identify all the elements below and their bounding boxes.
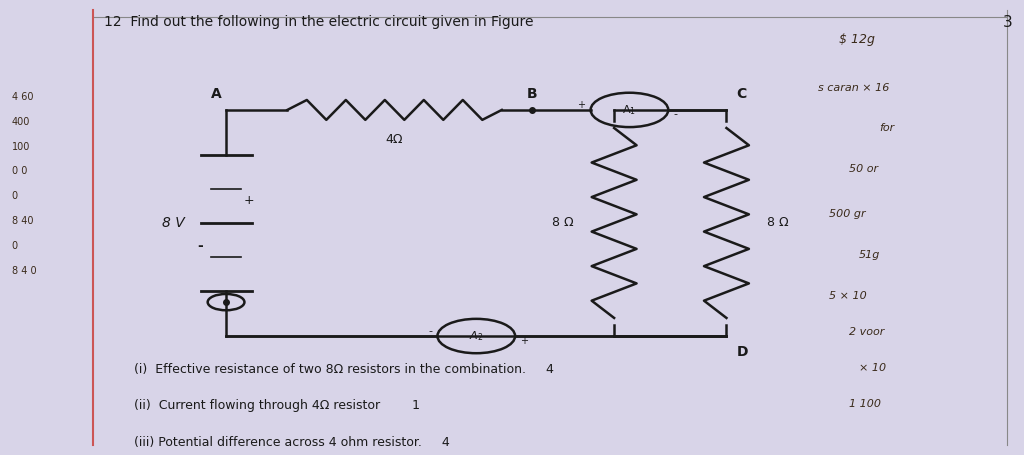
Text: 2 voor: 2 voor <box>849 327 885 337</box>
Text: 400: 400 <box>11 116 30 126</box>
Text: A: A <box>211 87 221 101</box>
Text: -: - <box>674 110 677 120</box>
Text: 12  Find out the following in the electric circuit given in Figure: 12 Find out the following in the electri… <box>103 15 534 29</box>
Text: 5 × 10: 5 × 10 <box>828 291 866 301</box>
Text: 8 40: 8 40 <box>11 216 33 226</box>
Text: 8 4 0: 8 4 0 <box>11 266 36 276</box>
Text: 0: 0 <box>11 191 17 201</box>
Text: 500 gr: 500 gr <box>828 209 865 219</box>
Text: C: C <box>736 87 746 101</box>
Text: +: + <box>244 194 254 207</box>
Text: -: - <box>198 238 204 253</box>
Text: 1 100: 1 100 <box>849 399 881 410</box>
Text: 4Ω: 4Ω <box>386 132 403 146</box>
Text: for: for <box>880 123 895 133</box>
Text: 100: 100 <box>11 142 30 152</box>
Text: (iii) Potential difference across 4 ohm resistor.     4: (iii) Potential difference across 4 ohm … <box>134 435 450 449</box>
Text: -: - <box>428 327 432 337</box>
Text: $\Lambda_1$: $\Lambda_1$ <box>623 103 636 117</box>
Text: 50 or: 50 or <box>849 164 879 174</box>
Text: 8 Ω: 8 Ω <box>552 217 573 229</box>
Text: B: B <box>527 87 538 101</box>
Text: 3: 3 <box>1002 15 1013 30</box>
Text: $ 12g: $ 12g <box>839 33 874 46</box>
Text: 0 0: 0 0 <box>11 167 27 177</box>
Text: 8 Ω: 8 Ω <box>767 217 788 229</box>
Text: 51g: 51g <box>859 250 881 260</box>
Text: 8 V: 8 V <box>163 216 185 230</box>
Text: 4 60: 4 60 <box>11 92 33 102</box>
Text: +: + <box>520 335 528 345</box>
Text: $A_2$: $A_2$ <box>469 329 483 343</box>
Text: (i)  Effective resistance of two 8Ω resistors in the combination.     4: (i) Effective resistance of two 8Ω resis… <box>134 363 554 376</box>
Text: × 10: × 10 <box>859 363 887 373</box>
Text: (ii)  Current flowing through 4Ω resistor        1: (ii) Current flowing through 4Ω resistor… <box>134 399 420 412</box>
Text: 0: 0 <box>11 241 17 251</box>
Text: D: D <box>736 345 749 359</box>
Text: +: + <box>578 101 586 111</box>
Text: s caran × 16: s caran × 16 <box>818 83 890 93</box>
